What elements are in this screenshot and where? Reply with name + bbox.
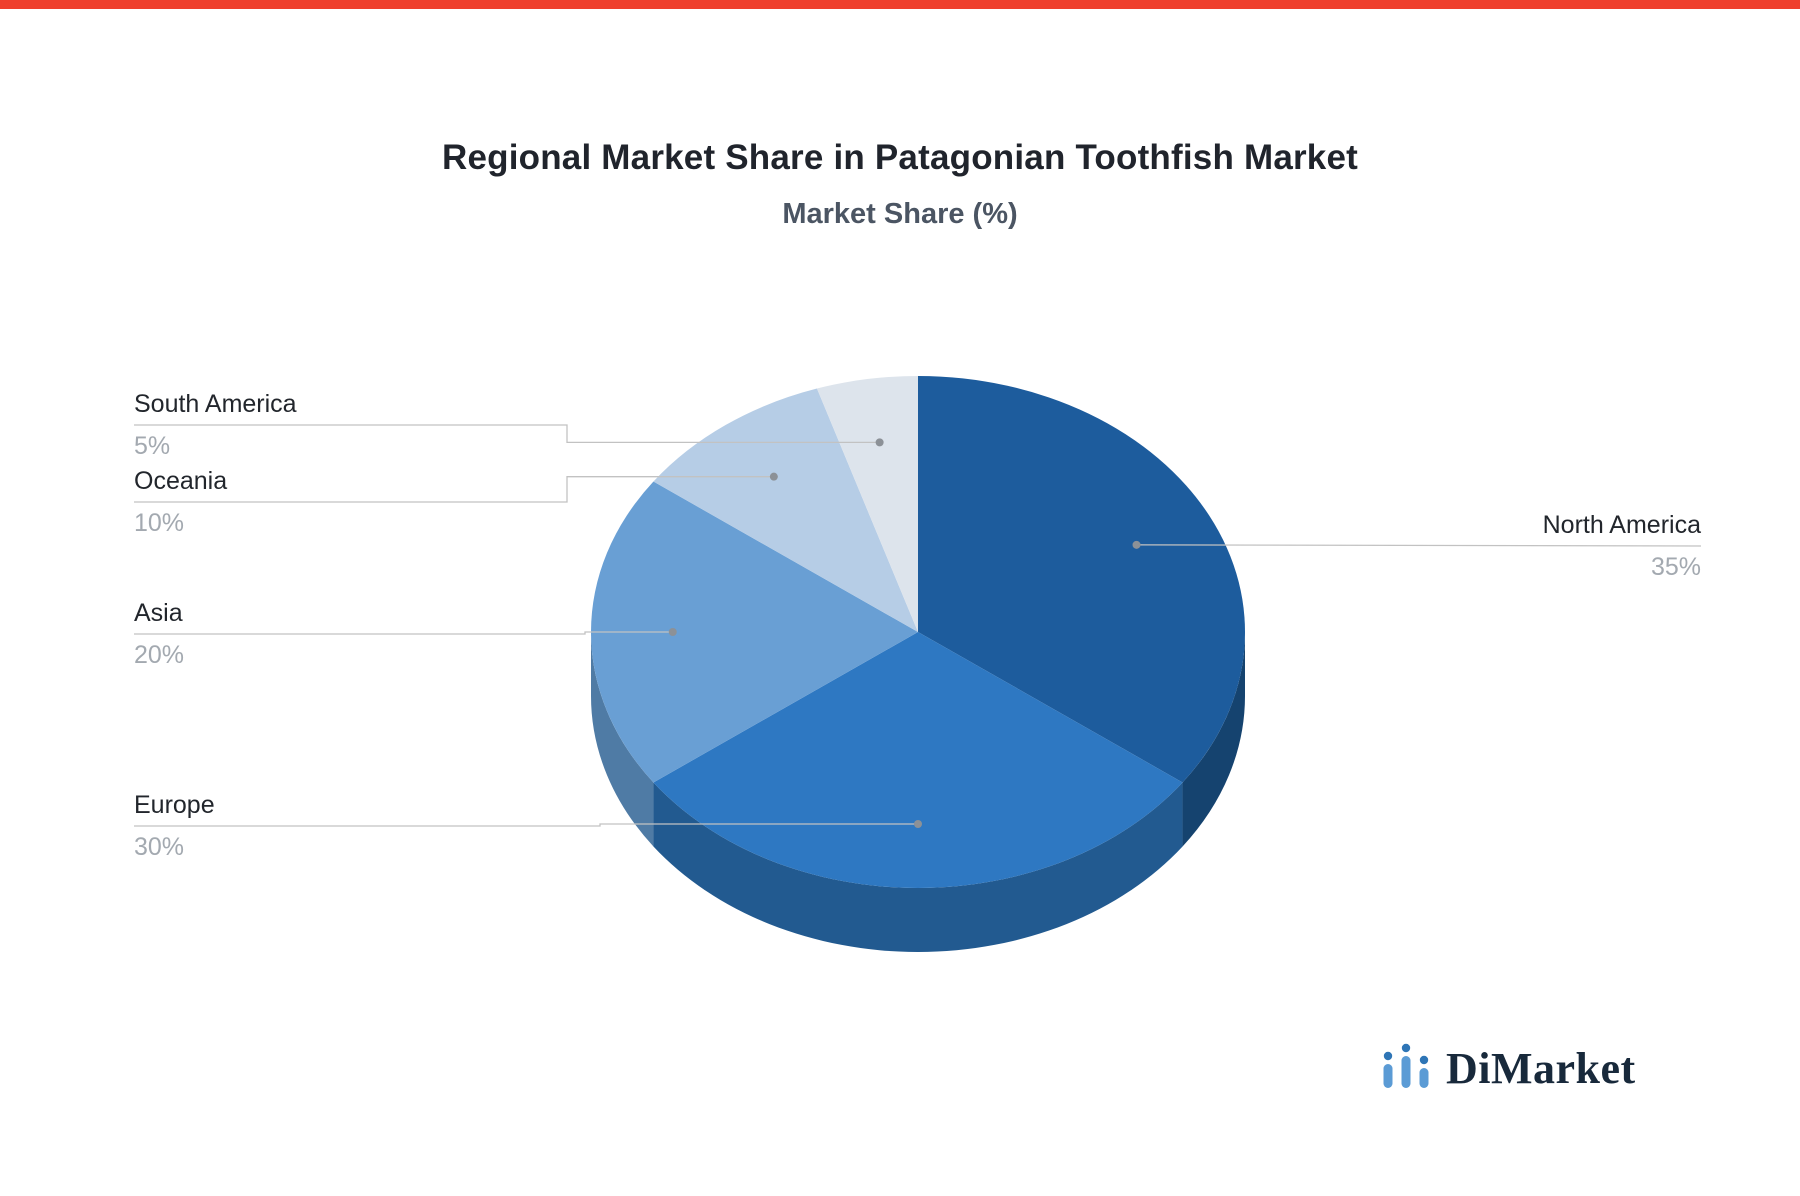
brand-logo-icon — [1383, 1043, 1429, 1088]
pie-slice-asia[interactable] — [591, 481, 918, 783]
label-leader-line-oceania — [134, 476, 774, 503]
label-leader-line-europe — [134, 823, 918, 827]
pie-slice-north-america[interactable] — [918, 376, 1245, 783]
label-leader-dot-south-america — [875, 438, 884, 447]
pie-slice-side-asia — [591, 632, 654, 847]
chart-subtitle: Market Share (%) — [782, 198, 1018, 230]
chart-title: Regional Market Share in Patagonian Toot… — [441, 138, 1358, 177]
brand-logo: DiMarket — [1380, 1042, 1636, 1094]
label-leader-line-south-america — [134, 424, 880, 444]
label-leader-line-asia — [134, 631, 673, 635]
label-leader-dot-europe — [914, 820, 922, 828]
label-leader-dot-north-america — [1132, 540, 1141, 549]
pie-slice-side-north-america — [1182, 632, 1245, 847]
label-leader-dot-asia — [668, 628, 677, 636]
top-accent-bar — [0, 0, 1800, 9]
pie-slice-oceania[interactable] — [653, 388, 918, 632]
pie-slice-side-europe — [653, 782, 1183, 952]
label-leader-line-north-america — [1136, 544, 1702, 547]
pie-slice-south-america[interactable] — [816, 376, 918, 632]
label-leader-dot-oceania — [769, 472, 778, 481]
brand-logo-text: DiMarket — [1446, 1043, 1636, 1093]
